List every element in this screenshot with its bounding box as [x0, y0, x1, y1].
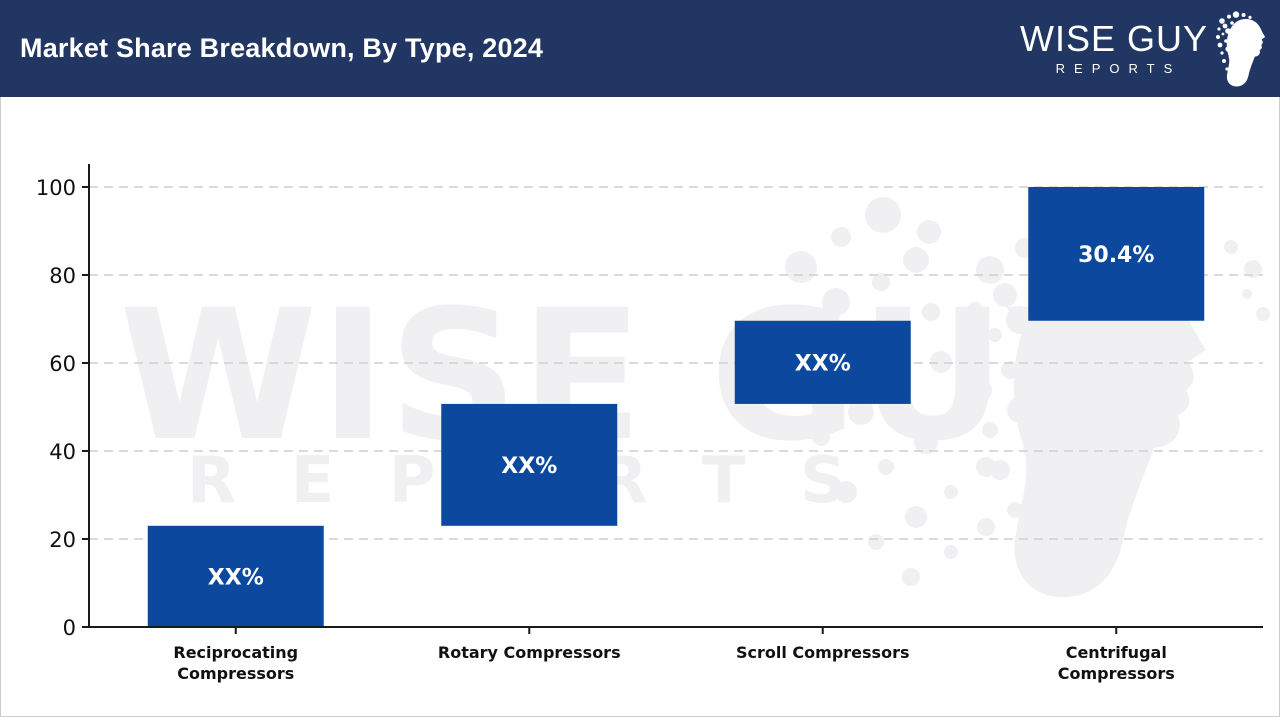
y-tick-label: 40	[49, 440, 76, 464]
bar-segment	[734, 320, 911, 404]
bar-segment	[441, 403, 618, 526]
chart-panel: WISE GUY R E P O R T S XX%ReciprocatingC…	[0, 97, 1280, 717]
y-tick-label: 80	[49, 264, 76, 288]
bar-value-label: XX%	[208, 565, 264, 590]
x-tick-label: Reciprocating Compressors	[173, 643, 298, 683]
page-title: Market Share Breakdown, By Type, 2024	[20, 33, 544, 63]
brand-logo: WISE GUY REPORTS	[1020, 7, 1270, 91]
x-tick-label: Scroll Compressors	[736, 643, 909, 662]
bar-segment	[147, 525, 324, 627]
chart-plot: XX% Reciprocating Compressors XX% Rotary Com…	[36, 164, 1263, 683]
bar-value-label: 30.4%	[1078, 243, 1154, 268]
y-tick-label: 20	[49, 528, 76, 552]
x-tick-label: Rotary Compressors	[438, 643, 621, 662]
header-banner: Market Share Breakdown, By Type, 2024 WI…	[0, 0, 1280, 97]
bar-value-label: XX%	[501, 454, 557, 479]
x-tick-label: Centrifugal Compressors	[1058, 643, 1175, 683]
y-tick-label: 0	[63, 616, 76, 640]
bar-segment	[1028, 187, 1205, 321]
brand-logo-text: WISE GUY REPORTS	[1019, 18, 1208, 77]
bar-value-label: XX%	[795, 351, 851, 376]
logo-head-icon	[1216, 10, 1266, 86]
y-tick-label: 60	[49, 352, 76, 376]
logo-secondary-text: REPORTS	[1055, 61, 1182, 76]
y-tick-label: 100	[36, 176, 76, 200]
logo-primary-text: WISE GUY	[1019, 18, 1208, 59]
